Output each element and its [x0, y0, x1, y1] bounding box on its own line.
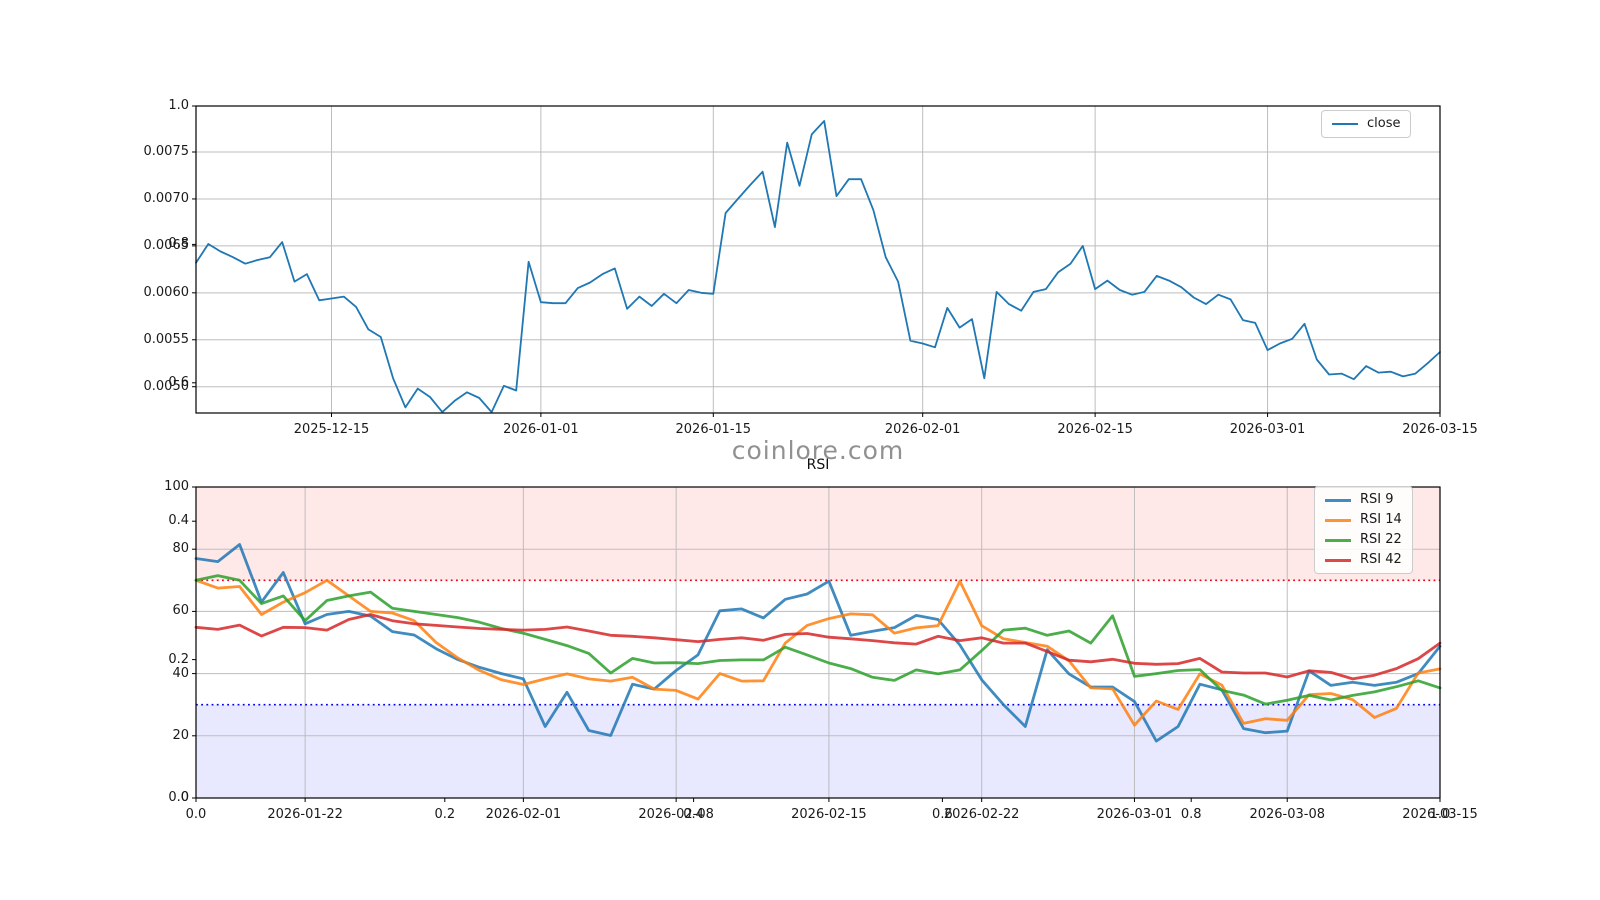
rsi-panel-title: RSI	[806, 457, 830, 473]
tick-label: 2026-03-15	[1402, 807, 1478, 822]
tick-label: 0.4	[168, 513, 189, 529]
tick-label: 2026-01-15	[675, 422, 752, 437]
tick-label: 0.0	[185, 807, 207, 822]
tick-label: 0.2	[434, 807, 456, 822]
tick-label: 0.0075	[143, 144, 190, 159]
rsi-legend: RSI 9 RSI 14 RSI 22 RSI 42	[1314, 486, 1413, 574]
tick-label: 1.0	[168, 98, 189, 113]
legend-item-rsi9: RSI 9	[1325, 493, 1402, 507]
legend-label-rsi9: RSI 9	[1360, 492, 1394, 507]
tick-label: 0.2	[168, 651, 189, 667]
tick-label: 2026-02-15	[1057, 422, 1133, 437]
tick-label: 0.8	[168, 236, 189, 252]
tick-label: 0.0050	[143, 378, 190, 394]
tick-label: 40	[172, 665, 189, 681]
legend-item-rsi42: RSI 42	[1325, 553, 1402, 567]
rsi42-line-swatch	[1325, 558, 1351, 562]
tick-label: 2025-12-15	[293, 422, 370, 437]
tick-label: 2026-02-15	[791, 807, 867, 822]
tick-label: 0.4	[683, 807, 704, 822]
watermark: coinlore.com	[731, 436, 905, 465]
tick-label: 0.6	[932, 807, 953, 822]
tick-label: 0.0065	[143, 237, 190, 253]
tick-label: 0.0	[168, 790, 189, 805]
tick-label: 2026-01-22	[267, 807, 343, 822]
tick-label: 0.0060	[143, 284, 190, 300]
legend-item-rsi14: RSI 14	[1325, 513, 1402, 527]
rsi9-line-swatch	[1325, 498, 1351, 502]
tick-label: 2026-01-01	[503, 422, 579, 437]
tick-label: 2026-03-15	[1402, 422, 1478, 437]
price-legend: close	[1321, 110, 1412, 138]
rsi22-line-swatch	[1325, 538, 1351, 542]
tick-label: 2026-03-08	[1249, 807, 1325, 822]
tick-label: 20	[172, 727, 189, 743]
tick-label: 100	[164, 479, 189, 494]
legend-label-rsi22: RSI 22	[1360, 532, 1402, 547]
legend-label-close: close	[1367, 116, 1401, 131]
legend-item-close: close	[1332, 117, 1400, 131]
legend-label-rsi14: RSI 14	[1360, 512, 1402, 527]
tick-label: 0.0055	[143, 331, 190, 347]
close-line-swatch	[1332, 123, 1358, 125]
tick-label: 0.8	[1180, 807, 1202, 822]
tick-label: 2026-02-01	[485, 807, 562, 822]
rsi14-line-swatch	[1325, 518, 1351, 522]
tick-label: 0	[180, 790, 189, 805]
tick-label: 0.6	[168, 374, 189, 390]
tick-label: 2026-03-01	[1096, 807, 1173, 822]
tick-label: 60	[172, 603, 189, 619]
tick-label: 2026-02-08	[638, 807, 714, 822]
tick-label: 2026-02-22	[943, 807, 1020, 822]
tick-label: 1.0	[1429, 807, 1451, 822]
tick-label: 2026-03-01	[1229, 422, 1306, 437]
legend-label-rsi42: RSI 42	[1360, 552, 1402, 567]
legend-item-rsi22: RSI 22	[1325, 533, 1402, 547]
tick-label: 2026-02-01	[884, 422, 961, 437]
tick-label: 0.0070	[143, 190, 190, 206]
tick-label: 80	[172, 541, 189, 557]
